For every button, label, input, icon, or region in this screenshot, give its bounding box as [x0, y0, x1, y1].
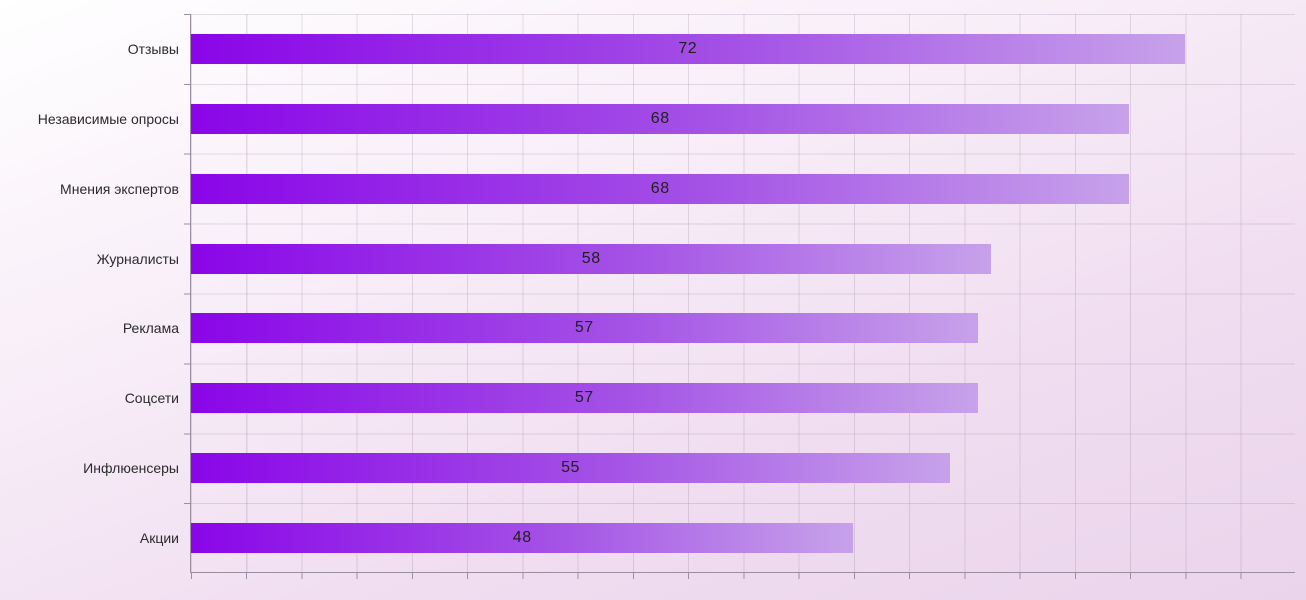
bar-row: Мнения экспертов 68 [60, 154, 1295, 224]
value-label: 55 [561, 459, 580, 477]
y-axis-ticks [184, 14, 190, 573]
bar: 68 [191, 103, 1130, 134]
bar-row: Соцсети 57 [125, 363, 1295, 433]
bar-row: Инфлюенсеры 55 [83, 433, 1295, 503]
category-label: Реклама [122, 320, 179, 337]
value-label: 57 [574, 389, 594, 407]
category-label: Инфлюенсеры [83, 460, 179, 477]
category-label: Мнения экспертов [60, 180, 179, 197]
category-label: Отзывы [127, 40, 179, 57]
bar: 68 [191, 173, 1130, 204]
category-label: Журналисты [96, 250, 179, 267]
bar-row: Реклама 57 [123, 294, 1295, 364]
category-label: Независимые опросы [37, 110, 179, 127]
bar-row: Отзывы 72 [128, 14, 1295, 84]
bar: 48 [191, 523, 854, 554]
bar: 55 [191, 453, 950, 484]
x-axis-ticks [191, 573, 1296, 579]
bar-row: Независимые опросы 68 [38, 84, 1295, 154]
bar: 57 [191, 313, 978, 344]
bar: 57 [191, 383, 978, 414]
plot-area: Отзывы 72 Независимые опросы 68 Мнения экспе… [38, 14, 1296, 579]
bar-row: Журналисты 58 [97, 224, 1295, 294]
bar: 58 [191, 243, 992, 274]
bar: 72 [191, 33, 1185, 64]
bar-row: Акции 48 [140, 503, 1295, 573]
value-label: 72 [678, 39, 698, 57]
value-label: 58 [581, 249, 601, 267]
category-label: Акции [139, 530, 179, 547]
value-label: 57 [574, 319, 594, 337]
value-label: 68 [650, 109, 670, 127]
category-label: Соцсети [124, 390, 179, 407]
value-label: 48 [512, 529, 532, 547]
value-label: 68 [650, 179, 670, 197]
